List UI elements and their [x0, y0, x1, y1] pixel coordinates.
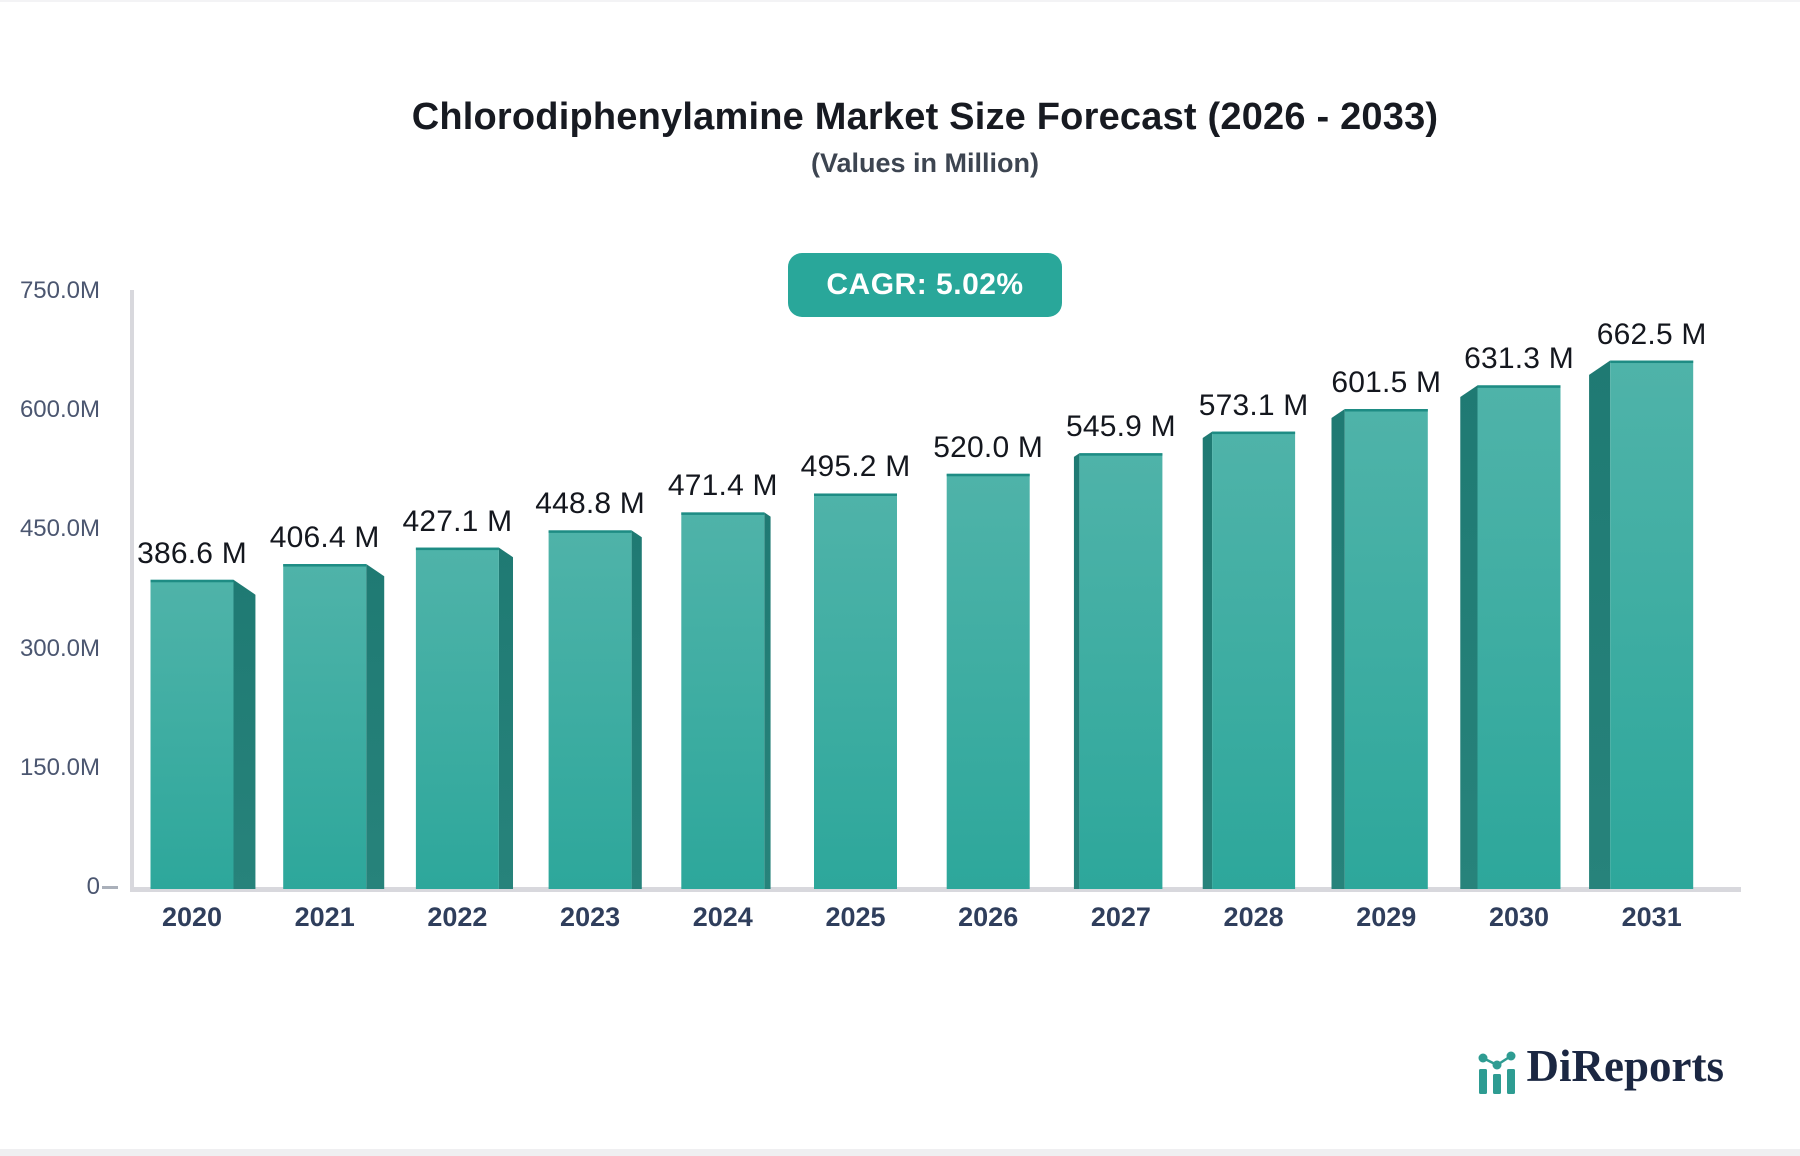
bar — [548, 530, 632, 889]
chart-title: Chlorodiphenylamine Market Size Forecast… — [411, 96, 1439, 138]
bar-top-edge — [548, 530, 632, 533]
bar-value-label: 573.1 M — [1198, 388, 1309, 422]
bar-top-edge — [1079, 453, 1163, 456]
bar-top-edge — [1610, 360, 1694, 364]
bar-top-edge — [681, 512, 765, 515]
bar-top-edge — [1212, 431, 1296, 435]
y-tick-label: 300.0M — [19, 634, 100, 662]
direports-logo: DiReports — [1477, 1034, 1724, 1094]
x-tick-label: 2027 — [1090, 902, 1151, 932]
bar-top-edge — [1477, 385, 1561, 388]
y-tick-label: 0 — [86, 873, 100, 900]
bar — [283, 564, 367, 889]
x-tick-label: 2025 — [825, 902, 886, 932]
bar-value-label: 545.9 M — [1065, 410, 1176, 444]
x-tick-label: 2028 — [1223, 902, 1284, 932]
bar-side-face — [498, 547, 514, 889]
bar — [415, 547, 499, 889]
bottom-edge-divider — [0, 1149, 1800, 1156]
bar-value-label: 406.4 M — [269, 521, 380, 555]
bar — [1610, 360, 1694, 889]
bar-top-edge — [814, 493, 897, 496]
y-tick-label: 600.0M — [19, 396, 100, 424]
bar-top-edge — [283, 564, 367, 567]
zero-tick-dash — [102, 886, 118, 889]
x-tick-label: 2026 — [958, 902, 1019, 932]
y-tick-label: 450.0M — [19, 515, 100, 543]
bar-side-face — [1202, 431, 1213, 889]
bar-side-face — [366, 564, 385, 889]
y-axis-line — [130, 290, 134, 891]
bar-top-edge — [1344, 409, 1428, 412]
x-tick-label: 2023 — [560, 902, 621, 932]
bar-side-face — [1073, 453, 1080, 889]
bar-side-face — [631, 530, 642, 889]
y-tick-label: 150.0M — [19, 753, 100, 781]
bar-value-label: 427.1 M — [402, 504, 513, 538]
top-edge-divider — [0, 0, 1800, 2]
cagr-badge-row: CAGR: 5.02% — [25, 253, 1800, 317]
x-tick-label: 2029 — [1356, 902, 1417, 932]
bar-value-label: 448.8 M — [535, 487, 645, 521]
cagr-badge: CAGR: 5.02% — [788, 253, 1062, 317]
bar-top-edge — [150, 579, 234, 583]
bar — [681, 512, 765, 889]
bar-value-label: 631.3 M — [1464, 342, 1574, 376]
x-axis-line — [130, 887, 1741, 892]
bar-top-edge — [415, 547, 499, 551]
bar — [1344, 409, 1428, 889]
x-tick-label: 2024 — [692, 902, 753, 932]
y-tick-label: 750.0M — [19, 277, 100, 304]
bar-side-face — [764, 512, 771, 889]
bar — [1079, 453, 1163, 889]
bar-side-face — [1460, 385, 1478, 889]
chart-subtitle: (Values in Million) — [810, 148, 1040, 178]
bar-side-face — [1589, 360, 1611, 889]
x-tick-label: 2022 — [427, 902, 488, 932]
logo-text: DiReports — [1526, 1041, 1724, 1091]
bar — [946, 473, 1030, 889]
bar-side-face — [1331, 409, 1345, 889]
bar-value-label: 601.5 M — [1331, 366, 1442, 399]
bar-side-face — [233, 579, 256, 889]
bar-value-label: 520.0 M — [933, 430, 1044, 464]
bar-value-label: 662.5 M — [1596, 317, 1707, 351]
bar — [1477, 385, 1561, 889]
mini-bar-chart-icon — [1478, 1051, 1516, 1094]
x-tick-label: 2030 — [1488, 902, 1550, 932]
bar-top-edge — [946, 473, 1030, 477]
bar — [150, 579, 234, 889]
x-tick-label: 2021 — [294, 902, 355, 932]
bar-value-label: 471.4 M — [667, 469, 778, 503]
bar-value-label: 386.6 M — [137, 536, 247, 570]
x-tick-label: 2020 — [161, 902, 223, 932]
bar-value-label: 495.2 M — [800, 450, 911, 484]
bar — [1212, 431, 1296, 889]
bar — [814, 493, 897, 889]
x-tick-label: 2031 — [1621, 902, 1682, 932]
